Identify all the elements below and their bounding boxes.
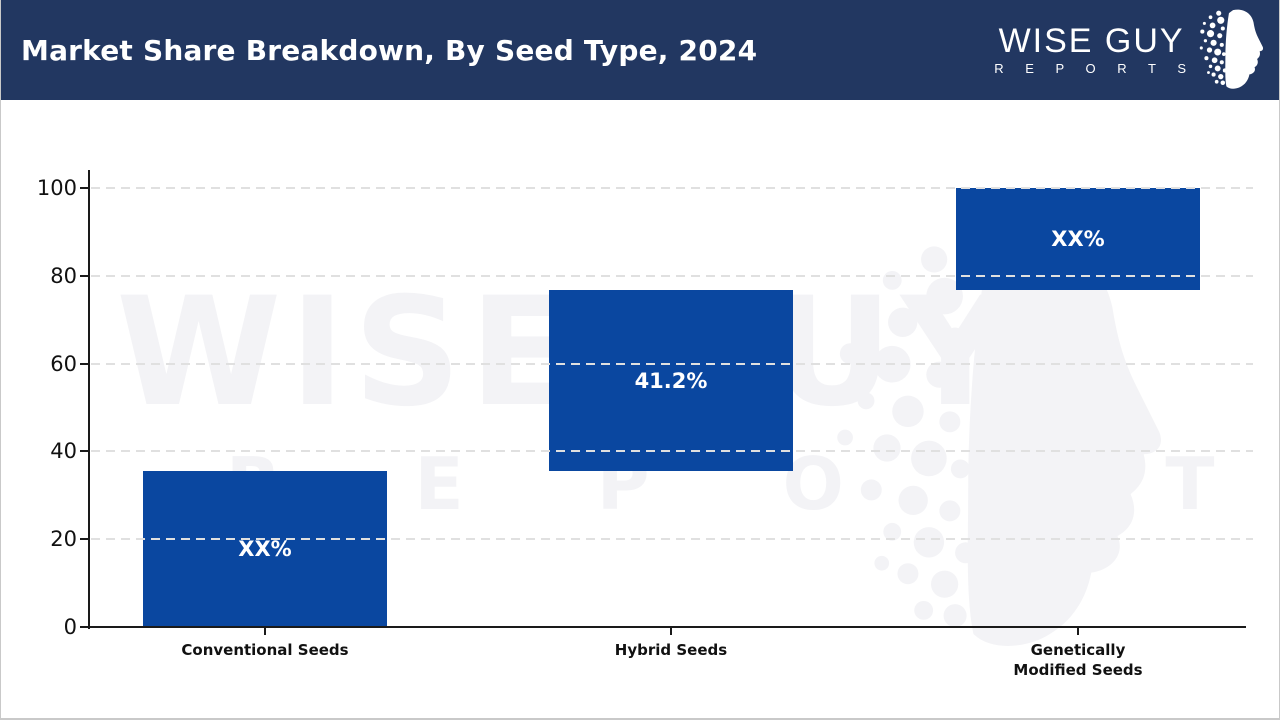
x-category-label: Genetically Modified Seeds (918, 640, 1238, 680)
x-category-label-line: Genetically (1030, 641, 1126, 659)
x-axis-line (88, 626, 1246, 628)
bar-value-label: XX% (238, 537, 292, 562)
y-tick-0 (80, 626, 88, 628)
y-tick-20 (80, 538, 88, 541)
bar-value-label: XX% (1051, 226, 1105, 251)
y-tick-label-40: 40 (50, 439, 77, 464)
y-tick-label-80: 80 (50, 263, 77, 288)
y-tick-60 (80, 362, 88, 365)
header-bar: Market Share Breakdown, By Seed Type, 20… (1, 0, 1279, 100)
y-tick-label-20: 20 (50, 527, 77, 552)
gridline-20 (91, 538, 1253, 541)
logo-wordmark: WISE GUY (998, 21, 1185, 60)
x-tick-3 (1077, 628, 1079, 635)
x-tick-2 (670, 628, 672, 635)
bar-2 (549, 290, 793, 472)
logo-subtext: R E P O R T S (994, 61, 1195, 77)
y-tick-label-60: 60 (50, 351, 77, 376)
x-category-label: Hybrid Seeds (511, 640, 831, 660)
x-tick-1 (264, 628, 266, 635)
bar-1 (143, 471, 387, 627)
gridline-100 (91, 187, 1253, 189)
y-tick-label-100: 100 (36, 176, 77, 200)
gridline-60 (91, 362, 1253, 365)
gridline-80 (91, 274, 1253, 277)
gridline-40 (91, 450, 1253, 453)
y-tick-80 (80, 274, 88, 277)
x-category-label-line: Modified Seeds (1013, 661, 1143, 679)
bar-value-label: 41.2% (634, 368, 708, 393)
x-category-label-line: Conventional Seeds (181, 641, 349, 659)
wiseguy-logo: WISE GUY R E P O R T S (988, 7, 1265, 93)
y-tick-label-0: 0 (63, 615, 77, 639)
logo-head-icon (1197, 7, 1265, 93)
y-tick-100 (80, 187, 88, 189)
chart-title: Market Share Breakdown, By Seed Type, 20… (21, 33, 758, 67)
logo-wordmark-block: WISE GUY R E P O R T S (988, 21, 1195, 77)
x-category-label-line: Hybrid Seeds (614, 641, 728, 659)
y-tick-40 (80, 450, 88, 453)
x-category-label: Conventional Seeds (105, 640, 425, 660)
y-axis-line (88, 170, 90, 629)
